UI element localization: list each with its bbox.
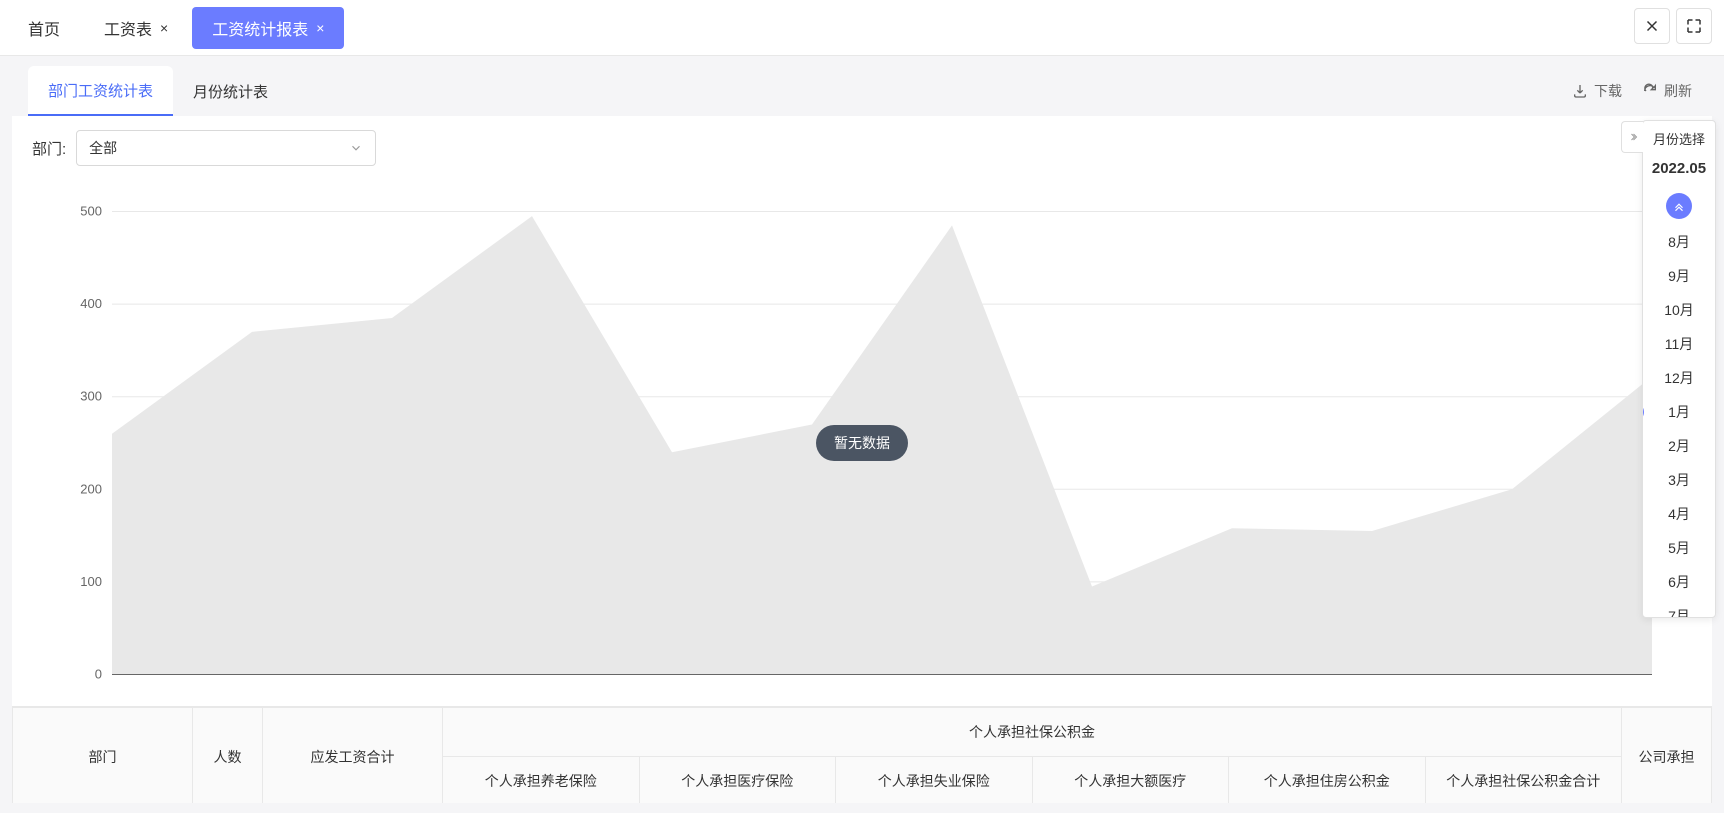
month-item[interactable]: 3月 [1643,463,1715,497]
table-header: 个人承担社保公积金合计 [1425,757,1622,804]
sub-tab[interactable]: 月份统计表 [173,66,288,116]
table-header: 个人承担大额医疗 [1032,757,1229,804]
fullscreen-icon [1685,17,1703,35]
table-header: 公司承担 [1622,708,1712,804]
tab-close-icon[interactable]: × [160,20,168,36]
month-item[interactable]: 7月 [1643,599,1715,617]
sub-tab[interactable]: 部门工资统计表 [28,66,173,116]
refresh-button[interactable]: 刷新 [1642,81,1692,101]
svg-text:400: 400 [80,296,102,311]
month-item[interactable]: 5月 [1643,531,1715,565]
table-header: 个人承担失业保险 [836,757,1033,804]
svg-text:500: 500 [80,204,102,219]
table-header: 个人承担住房公积金 [1229,757,1426,804]
chevron-down-icon [349,141,363,155]
fullscreen-button[interactable] [1676,8,1712,44]
chart-area: 0 100 200 300 400 500 暂无数据 [12,180,1712,706]
table-header: 部门 [13,708,193,804]
month-picker-panel: 月份选择 2022.05 8月9月10月11月12月1月20232月3月4月5月… [1642,120,1716,618]
svg-text:300: 300 [80,389,102,404]
table-header: 个人承担养老保险 [443,757,640,804]
svg-text:0: 0 [95,667,102,682]
download-icon [1572,83,1588,99]
top-tab[interactable]: 首页 [8,7,80,49]
main-panel: 部门工资统计表月份统计表 下载 刷新 部门: 全部 010020030 [12,66,1712,803]
download-label: 下载 [1594,81,1622,101]
top-tabs-bar: 首页工资表×工资统计报表× [0,0,1724,56]
month-picker-current: 2022.05 [1643,156,1715,187]
chevron-right-icon [1627,131,1639,143]
table-header: 应发工资合计 [263,708,443,804]
month-item[interactable]: 11月 [1643,327,1715,361]
month-item[interactable]: 10月 [1643,293,1715,327]
department-select[interactable]: 全部 [76,130,376,166]
chevron-up-double-icon [1672,199,1686,213]
month-picker-collapse-button[interactable] [1621,121,1643,153]
month-item[interactable]: 8月 [1643,225,1715,259]
data-table: 部门人数应发工资合计个人承担社保公积金公司承担个人承担养老保险个人承担医疗保险个… [12,706,1712,803]
close-icon [1643,17,1661,35]
year-badge: 2023 [1643,403,1644,421]
month-item[interactable]: 4月 [1643,497,1715,531]
close-all-tabs-button[interactable] [1634,8,1670,44]
download-button[interactable]: 下载 [1572,81,1622,101]
refresh-label: 刷新 [1664,81,1692,101]
table-group-header: 个人承担社保公积金 [443,708,1622,757]
month-item[interactable]: 2月 [1643,429,1715,463]
department-select-value: 全部 [89,138,117,158]
sub-tabs-bar: 部门工资统计表月份统计表 下载 刷新 [12,66,1712,116]
month-item[interactable]: 12月 [1643,361,1715,395]
refresh-icon [1642,83,1658,99]
top-tab[interactable]: 工资表× [84,7,188,49]
svg-text:200: 200 [80,481,102,496]
filter-row: 部门: 全部 [12,116,1712,180]
top-tab[interactable]: 工资统计报表× [192,7,344,49]
table-header: 个人承担医疗保险 [639,757,836,804]
month-picker-title: 月份选择 [1643,121,1715,156]
svg-text:100: 100 [80,574,102,589]
no-data-badge: 暂无数据 [816,425,908,461]
month-scroll-up-button[interactable] [1666,193,1692,219]
content-area: 部门工资统计表月份统计表 下载 刷新 部门: 全部 010020030 [0,56,1724,813]
month-item[interactable]: 9月 [1643,259,1715,293]
table-header: 人数 [193,708,263,804]
month-item[interactable]: 6月 [1643,565,1715,599]
month-item[interactable]: 1月2023 [1643,395,1715,429]
department-filter-label: 部门: [32,138,66,159]
tab-close-icon[interactable]: × [316,20,324,36]
month-list: 8月9月10月11月12月1月20232月3月4月5月6月7月 [1643,187,1715,617]
